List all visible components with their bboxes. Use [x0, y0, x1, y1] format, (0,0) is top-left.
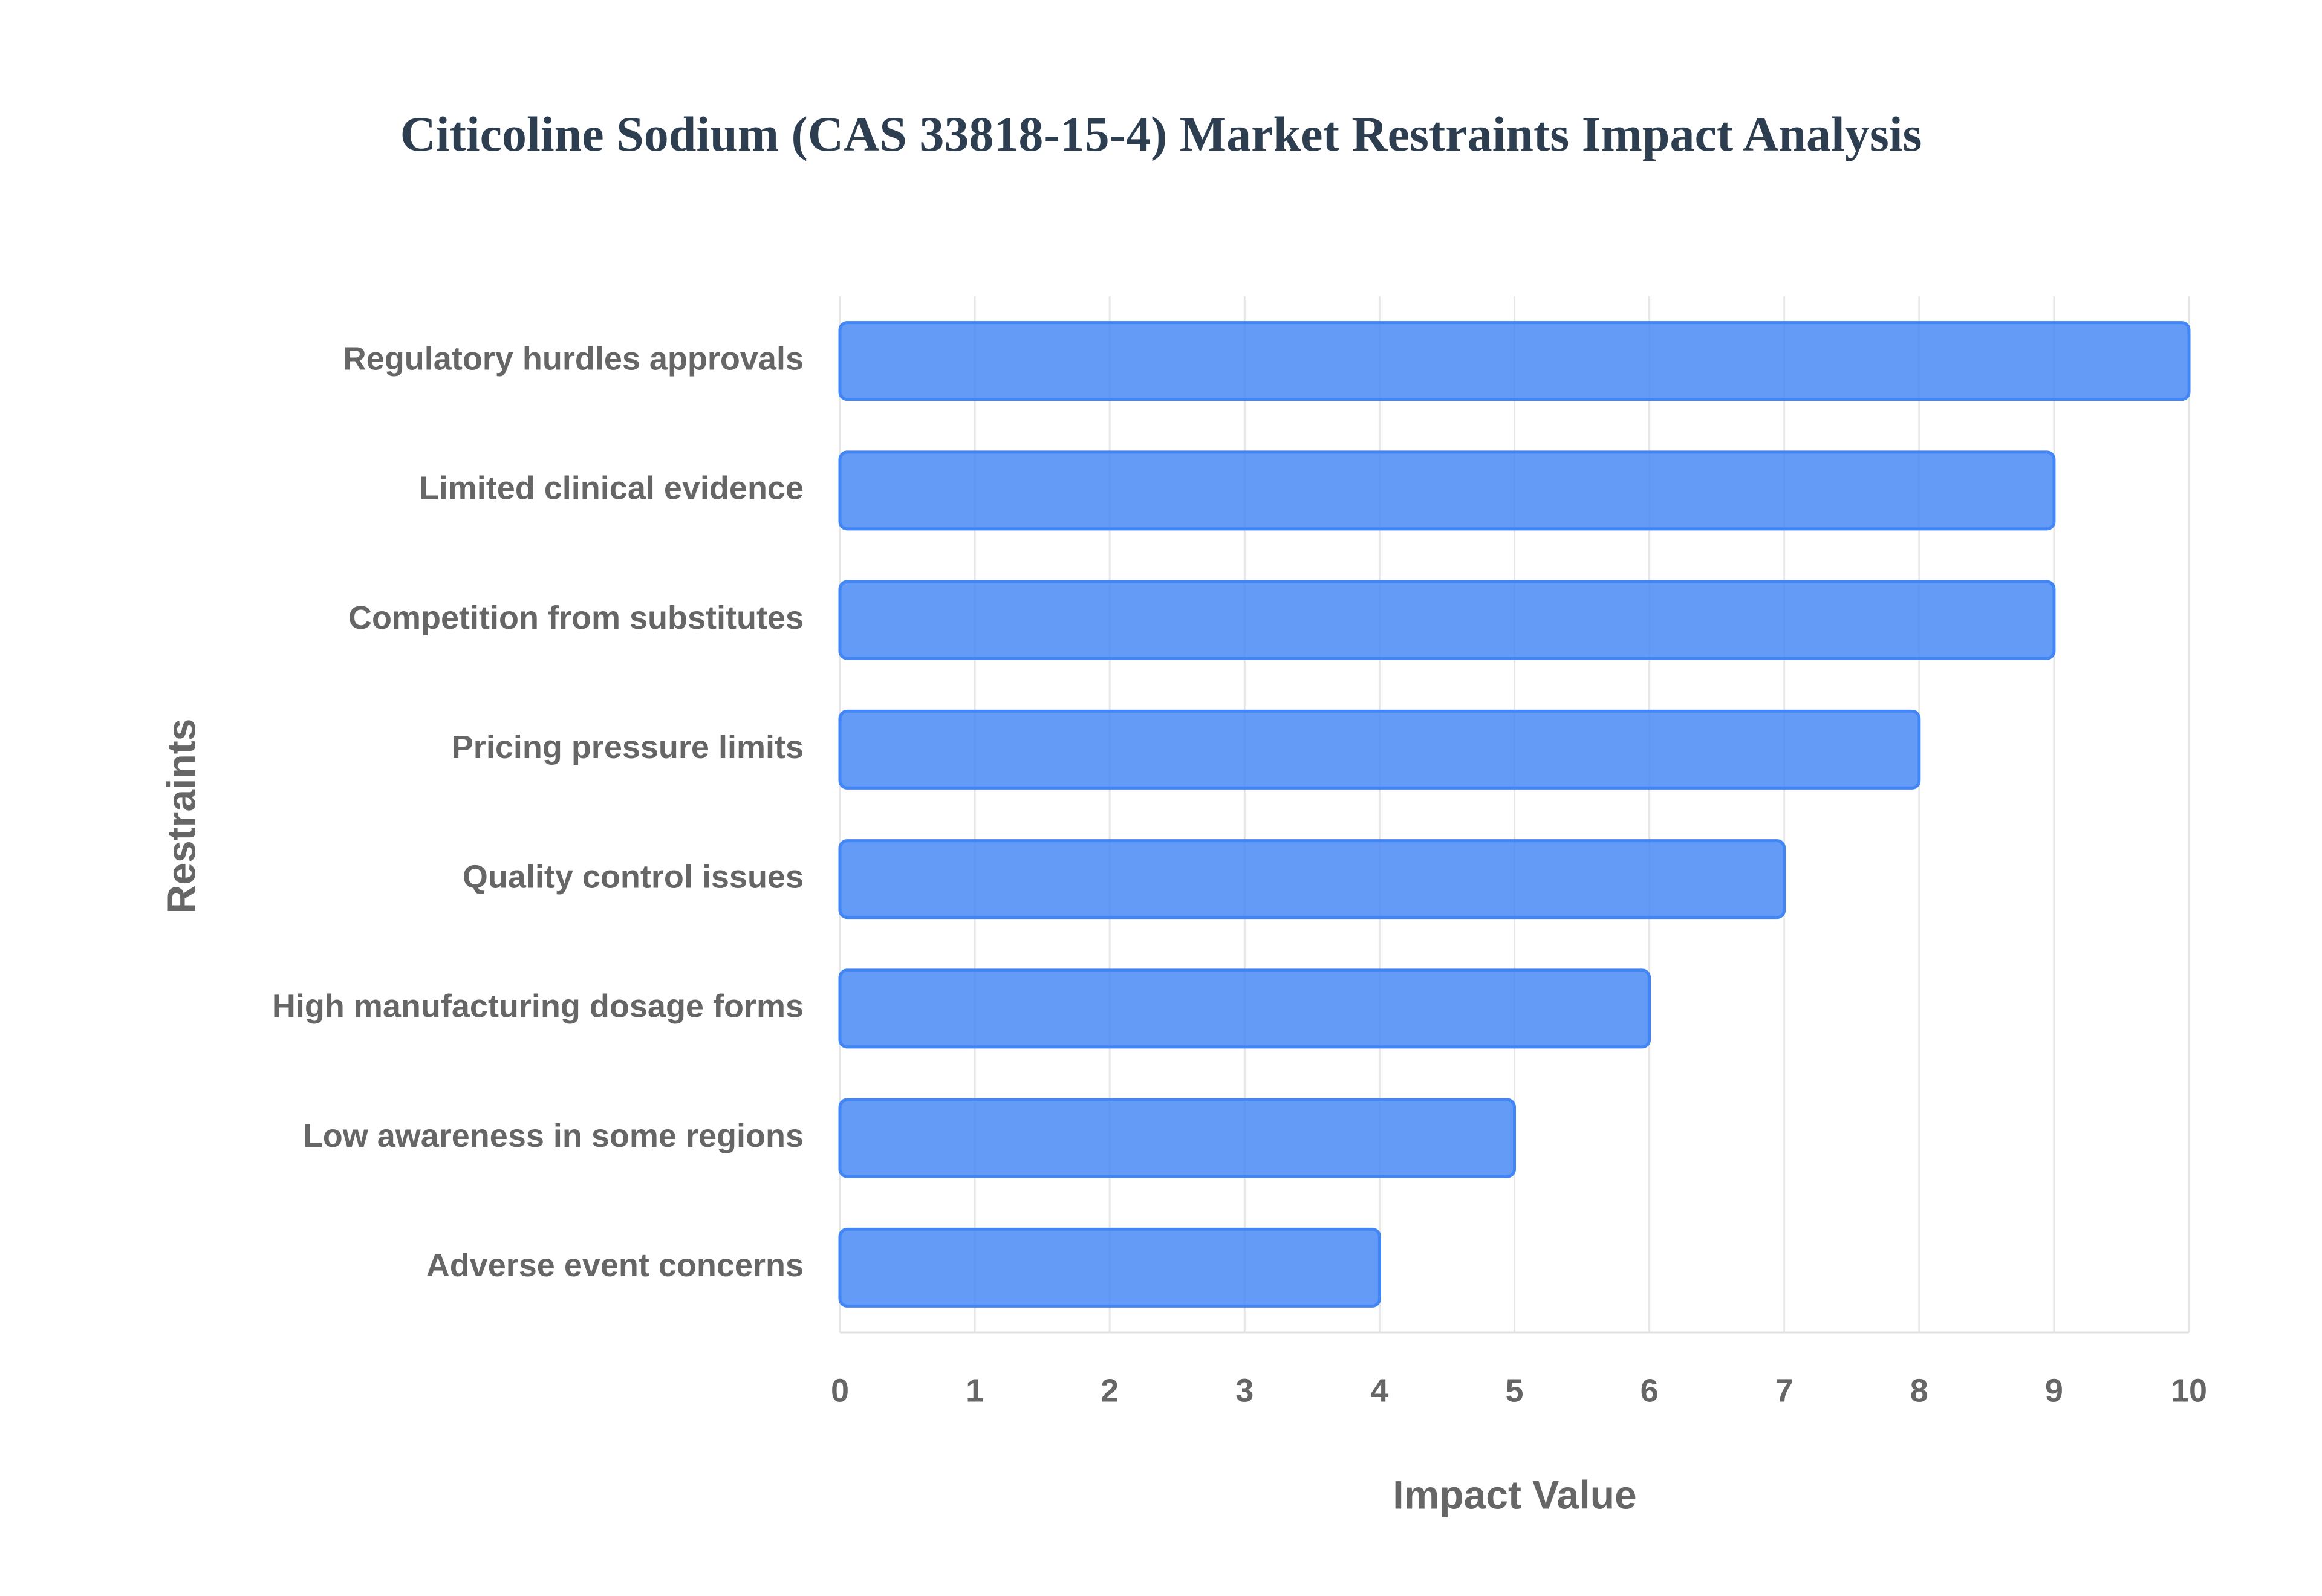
chart-title: Citicoline Sodium (CAS 33818-15-4) Marke… [400, 106, 1922, 161]
y-tick-label: Competition from substitutes [348, 600, 804, 636]
x-tick-label: 4 [1370, 1372, 1388, 1409]
y-tick-label: Quality control issues [463, 858, 804, 895]
x-tick-label: 1 [966, 1372, 984, 1409]
x-tick-label: 5 [1505, 1372, 1523, 1409]
x-tick-label: 9 [2045, 1372, 2063, 1409]
bar [838, 709, 1921, 790]
bar [838, 839, 1786, 920]
bar [838, 968, 1651, 1049]
y-tick-label: Limited clinical evidence [419, 470, 804, 507]
bar [838, 450, 2056, 531]
x-tick-label: 7 [1775, 1372, 1794, 1409]
y-tick-label: Regulatory hurdles approvals [343, 340, 804, 377]
x-tick-label: 3 [1235, 1372, 1254, 1409]
y-tick-label: Pricing pressure limits [452, 729, 804, 765]
bar [838, 580, 2056, 660]
x-axis-title: Impact Value [1393, 1472, 1637, 1517]
x-tick-label: 10 [2171, 1372, 2207, 1409]
y-tick-label: Adverse event concerns [426, 1247, 804, 1283]
y-tick-label: High manufacturing dosage forms [272, 988, 804, 1025]
bar [838, 321, 2191, 401]
y-axis-title: Restraints [158, 719, 203, 914]
x-tick-label: 8 [1910, 1372, 1928, 1409]
x-tick-label: 0 [831, 1372, 849, 1409]
bar [838, 1098, 1516, 1178]
x-tick-label: 6 [1641, 1372, 1659, 1409]
y-tick-label: Low awareness in some regions [303, 1118, 804, 1154]
bar [838, 1227, 1381, 1308]
x-tick-label: 2 [1101, 1372, 1119, 1409]
